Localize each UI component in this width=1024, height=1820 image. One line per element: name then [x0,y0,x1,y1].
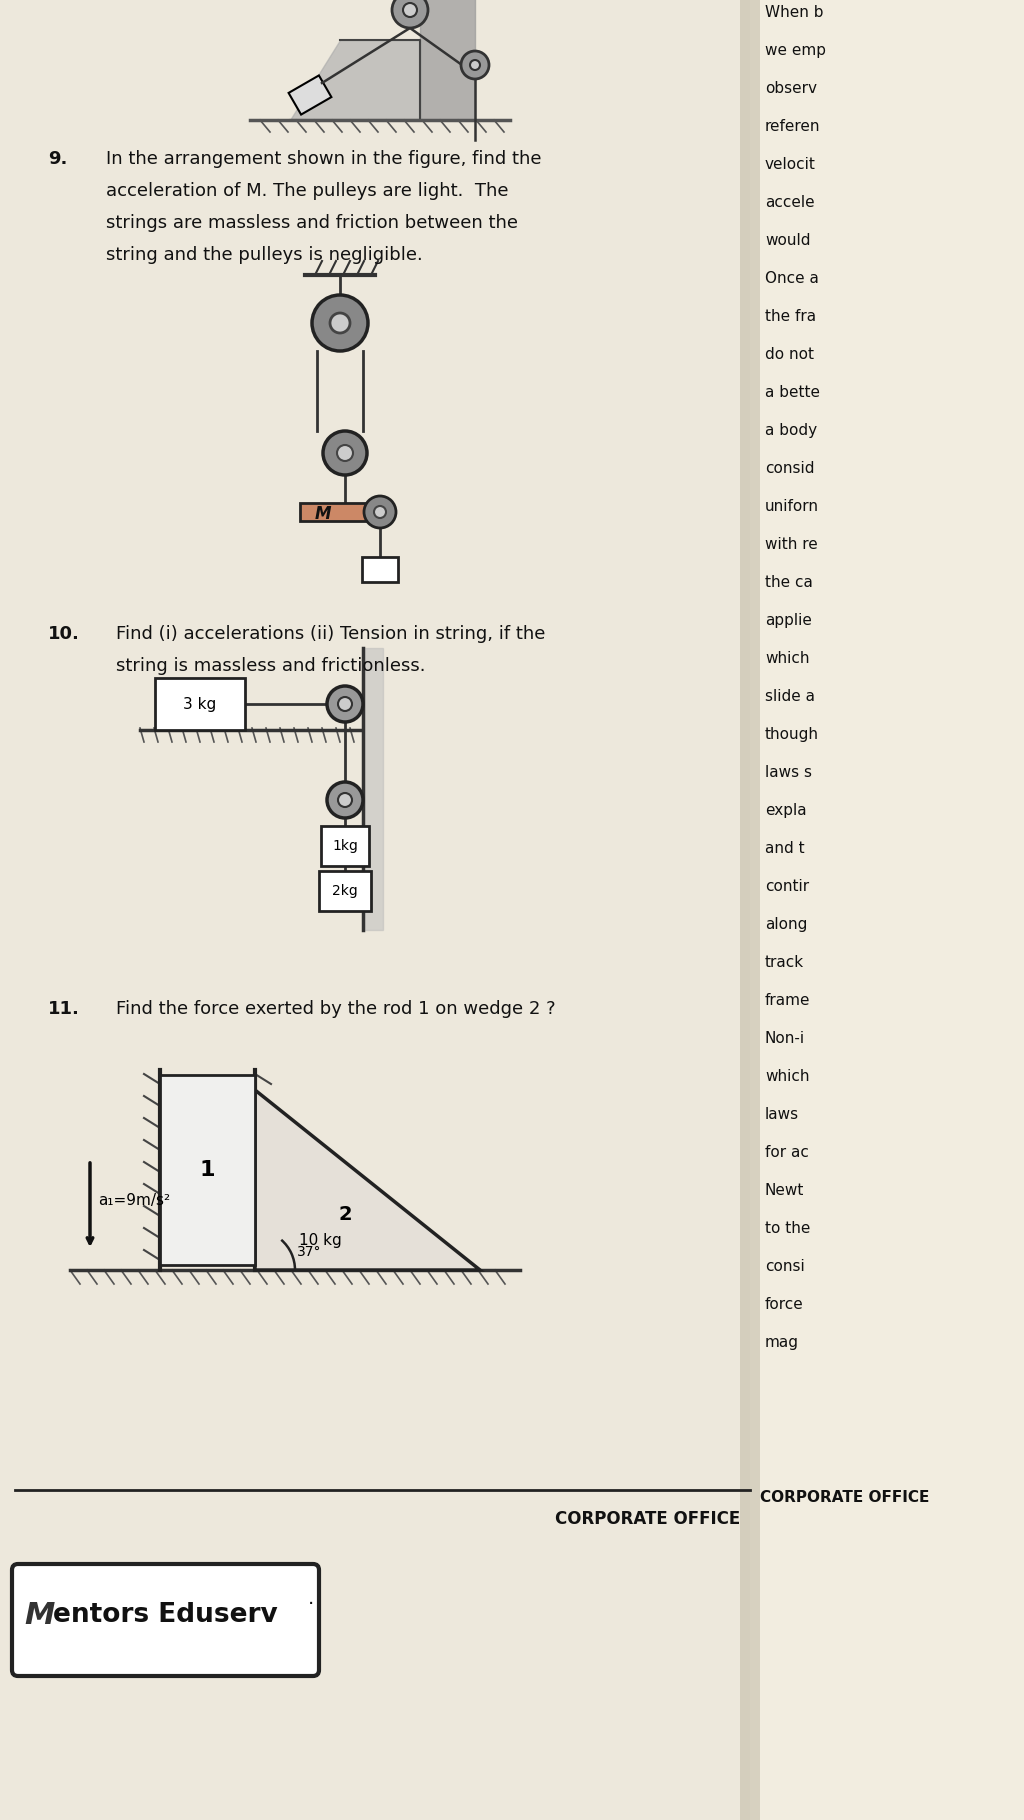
Text: do not: do not [765,348,814,362]
Text: 11.: 11. [48,999,80,1017]
Bar [740,0,760,1820]
Polygon shape [420,0,475,120]
Text: and t: and t [765,841,805,855]
Text: to the: to the [765,1221,810,1236]
Circle shape [337,446,353,460]
Circle shape [327,686,362,723]
Text: entors Eduserv: entors Eduserv [52,1602,278,1629]
Circle shape [470,60,480,69]
Text: expla: expla [765,803,807,817]
Text: along: along [765,917,807,932]
Circle shape [323,431,367,475]
Text: force: force [765,1298,804,1312]
Circle shape [338,794,352,806]
Bar [362,557,398,582]
FancyBboxPatch shape [12,1563,319,1676]
Polygon shape [289,75,332,115]
Text: accele: accele [765,195,815,209]
Text: would: would [765,233,811,248]
Circle shape [403,4,417,16]
Text: a₁=9m/s²: a₁=9m/s² [98,1192,170,1207]
Text: consid: consid [765,460,814,477]
Text: In the arrangement shown in the figure, find the: In the arrangement shown in the figure, … [106,149,542,167]
Text: CORPORATE OFFICE: CORPORATE OFFICE [760,1491,930,1505]
Text: for ac: for ac [765,1145,809,1159]
Text: string and the pulleys is negligible.: string and the pulleys is negligible. [106,246,423,264]
Polygon shape [362,648,383,930]
Bar [0,0,750,1820]
Text: 1: 1 [200,1159,215,1179]
Text: referen: referen [765,118,820,135]
Text: laws s: laws s [765,764,812,781]
Text: the ca: the ca [765,575,813,590]
Circle shape [330,313,350,333]
Text: string is massless and frictionless.: string is massless and frictionless. [116,657,426,675]
Text: track: track [765,956,804,970]
Circle shape [392,0,428,27]
Bar [300,502,390,521]
Text: we emp: we emp [765,44,826,58]
Text: the fra: the fra [765,309,816,324]
Text: M: M [25,1600,55,1629]
Bar [321,826,369,866]
Circle shape [364,497,396,528]
Bar [319,872,371,912]
Circle shape [312,295,368,351]
Text: acceleration of M. The pulleys are light.  The: acceleration of M. The pulleys are light… [106,182,509,200]
Text: uniforn: uniforn [765,499,819,513]
Text: a bette: a bette [765,386,820,400]
Circle shape [461,51,489,78]
Text: which: which [765,1068,810,1085]
Text: observ: observ [765,82,817,96]
Bar [160,1076,255,1265]
Text: which: which [765,652,810,666]
Text: 2: 2 [338,1205,352,1225]
Text: consi: consi [765,1259,805,1274]
Text: applie: applie [765,613,812,628]
Bar [750,0,1024,1820]
Text: though: though [765,726,819,743]
Text: frame: frame [765,994,811,1008]
Text: slide a: slide a [765,690,815,704]
Text: Non-i: Non-i [765,1030,805,1046]
Text: 1kg: 1kg [332,839,358,854]
Polygon shape [290,40,420,120]
Text: Find (i) accelerations (ii) Tension in string, if the: Find (i) accelerations (ii) Tension in s… [116,624,546,642]
Text: velocit: velocit [765,157,816,173]
Circle shape [327,783,362,817]
Text: Find the force exerted by the rod 1 on wedge 2 ?: Find the force exerted by the rod 1 on w… [116,999,556,1017]
Text: 37°: 37° [297,1245,322,1259]
Circle shape [338,697,352,712]
Text: with re: with re [765,537,818,551]
Text: M: M [315,504,332,522]
Text: 10.: 10. [48,624,80,642]
Text: laws: laws [765,1107,799,1121]
Text: ·: · [308,1596,314,1614]
Text: strings are massless and friction between the: strings are massless and friction betwee… [106,215,518,231]
Text: 2kg: 2kg [332,885,357,897]
Bar [155,679,245,730]
Text: contir: contir [765,879,809,894]
Text: 9.: 9. [48,149,68,167]
Circle shape [374,506,386,519]
Text: Newt: Newt [765,1183,805,1198]
Text: CORPORATE OFFICE: CORPORATE OFFICE [555,1511,740,1529]
Text: a body: a body [765,422,817,439]
Text: mag: mag [765,1336,799,1350]
Text: 10 kg: 10 kg [299,1232,341,1247]
Text: 3 kg: 3 kg [183,697,217,712]
Text: Once a: Once a [765,271,819,286]
Polygon shape [255,1090,480,1270]
Text: When b: When b [765,5,823,20]
